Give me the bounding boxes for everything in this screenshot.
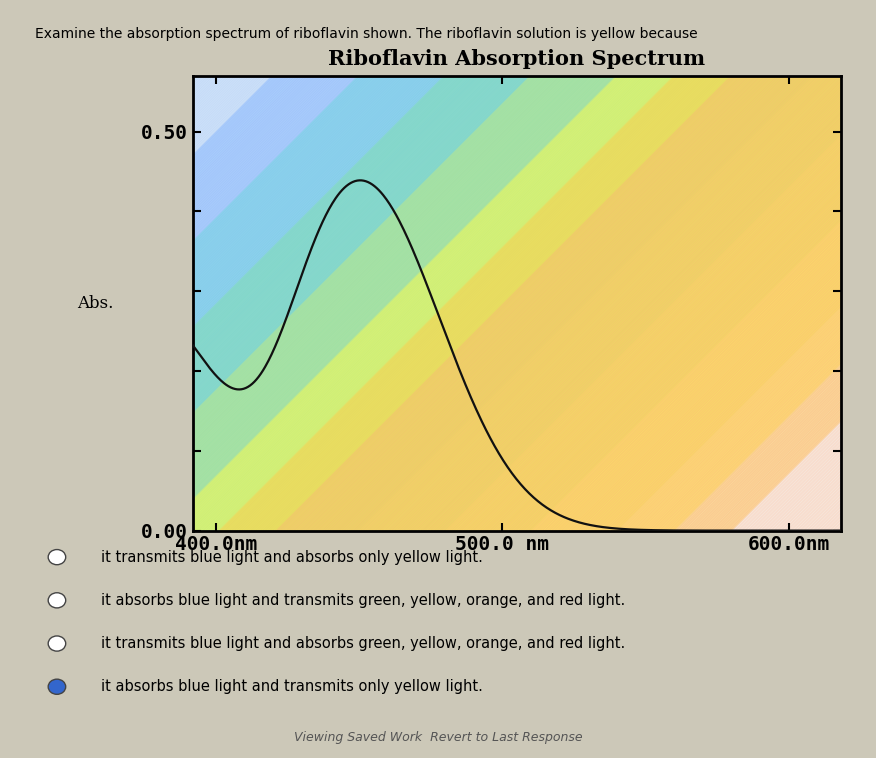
Text: Viewing Saved Work  Revert to Last Response: Viewing Saved Work Revert to Last Respon… [293, 731, 583, 744]
Text: Examine the absorption spectrum of riboflavin shown. The riboflavin solution is : Examine the absorption spectrum of ribof… [35, 27, 697, 40]
Text: it transmits blue light and absorbs only yellow light.: it transmits blue light and absorbs only… [101, 550, 483, 565]
Text: Abs.: Abs. [77, 295, 114, 312]
Text: it transmits blue light and absorbs green, yellow, orange, and red light.: it transmits blue light and absorbs gree… [101, 636, 625, 651]
Text: it absorbs blue light and transmits green, yellow, orange, and red light.: it absorbs blue light and transmits gree… [101, 593, 625, 608]
Text: it absorbs blue light and transmits only yellow light.: it absorbs blue light and transmits only… [101, 679, 483, 694]
Title: Riboflavin Absorption Spectrum: Riboflavin Absorption Spectrum [328, 49, 705, 69]
